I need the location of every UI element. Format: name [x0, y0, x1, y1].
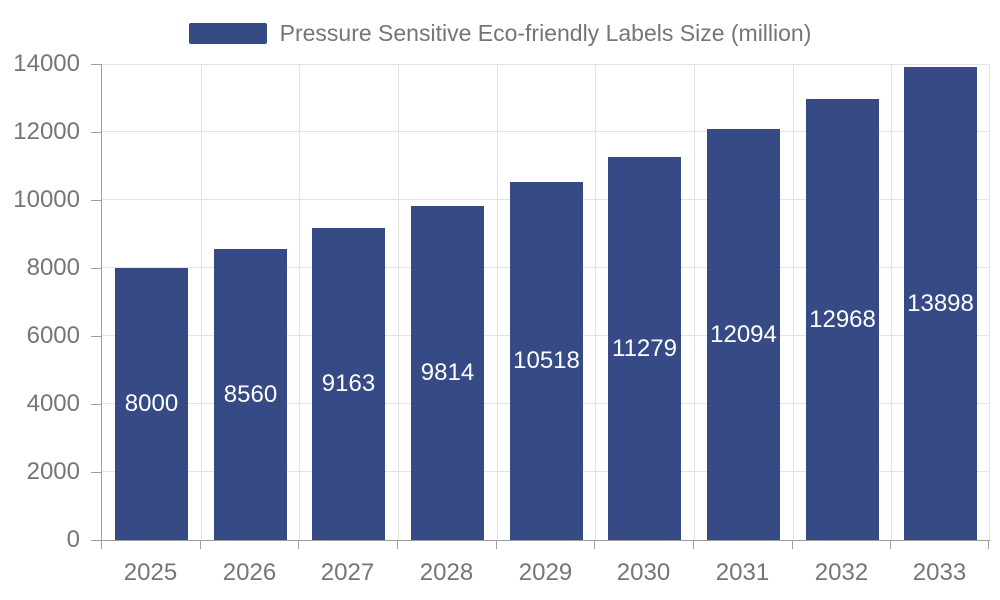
bar-value-label: 8000: [124, 390, 179, 417]
y-tick-label: 14000: [13, 50, 80, 77]
x-tick-mark: [101, 541, 102, 549]
x-tick-label: 2028: [419, 559, 474, 586]
bar-2025[interactable]: 8000: [115, 268, 188, 540]
y-tick-label: 0: [66, 526, 80, 553]
y-tick-mark: [91, 336, 101, 337]
bar-2027[interactable]: 9163: [312, 228, 385, 540]
y-tick-mark: [91, 200, 101, 201]
bar-2031[interactable]: 12094: [707, 129, 780, 540]
x-gridline: [497, 64, 498, 540]
x-tick-mark: [988, 541, 989, 549]
legend-label: Pressure Sensitive Eco-friendly Labels S…: [279, 19, 812, 46]
x-tick-label: 2033: [912, 559, 967, 586]
x-gridline: [595, 64, 596, 540]
x-gridline: [398, 64, 399, 540]
y-gridline: [102, 64, 990, 65]
x-tick-mark: [496, 541, 497, 549]
bar-value-label: 11279: [612, 334, 677, 362]
bar-2032[interactable]: 12968: [806, 99, 879, 540]
x-axis: 2025 2026 2027 2028 2029 2030 2031 2032 2033: [101, 541, 989, 600]
x-tick-label: 2025: [123, 559, 178, 586]
x-tick-mark: [792, 541, 793, 549]
x-gridline: [989, 64, 990, 540]
y-tick-label: 10000: [13, 186, 80, 213]
x-tick-mark: [693, 541, 694, 549]
bar-value-label: 9163: [321, 370, 376, 397]
x-tick-mark: [890, 541, 891, 549]
x-gridline: [299, 64, 300, 540]
x-tick-label: 2030: [616, 559, 671, 586]
x-tick-label: 2026: [222, 559, 277, 586]
y-tick-label: 4000: [26, 390, 80, 417]
x-gridline: [793, 64, 794, 540]
legend-swatch-icon: [188, 22, 267, 44]
y-tick-mark: [91, 404, 101, 405]
bar-value-label: 12094: [710, 320, 777, 348]
y-tick-label: 6000: [26, 322, 80, 349]
bar-2030[interactable]: 11279: [608, 157, 681, 540]
x-tick-label: 2029: [518, 559, 573, 586]
x-tick-label: 2031: [715, 559, 770, 586]
x-gridline: [694, 64, 695, 540]
y-axis: 0 2000 4000 6000 8000 10000 12000 14000: [0, 50, 101, 553]
y-tick-mark: [91, 268, 101, 269]
y-tick-mark: [91, 64, 101, 65]
bar-value-label: 10518: [513, 347, 580, 374]
bar-value-label: 9814: [420, 359, 475, 386]
y-tick-mark: [91, 472, 101, 473]
x-tick-label: 2027: [320, 559, 375, 586]
x-gridline: [201, 64, 202, 540]
x-tick-mark: [200, 541, 201, 549]
bar-value-label: 12968: [809, 305, 876, 333]
y-tick-mark: [91, 540, 101, 541]
y-tick-mark: [91, 132, 101, 133]
y-gridline: [102, 131, 990, 132]
x-gridline: [891, 64, 892, 540]
x-tick-mark: [397, 541, 398, 549]
y-tick-label: 2000: [26, 458, 80, 485]
x-tick-mark: [594, 541, 595, 549]
plot-area: 8000 8560 9163 9814 10518 11279 12094 12968 1389…: [101, 64, 990, 541]
legend-item[interactable]: Pressure Sensitive Eco-friendly Labels S…: [0, 19, 1000, 47]
y-tick-label: 8000: [26, 254, 80, 281]
bar-value-label: 8560: [223, 380, 278, 408]
bar-2026[interactable]: 8560: [214, 249, 287, 540]
bar-2028[interactable]: 9814: [411, 206, 484, 540]
x-tick-label: 2032: [814, 559, 869, 586]
bar-value-label: 13898: [907, 289, 974, 317]
bar-2033[interactable]: 13898: [904, 67, 977, 540]
x-tick-mark: [298, 541, 299, 549]
y-tick-label: 12000: [13, 118, 80, 145]
bar-2029[interactable]: 10518: [510, 182, 583, 540]
